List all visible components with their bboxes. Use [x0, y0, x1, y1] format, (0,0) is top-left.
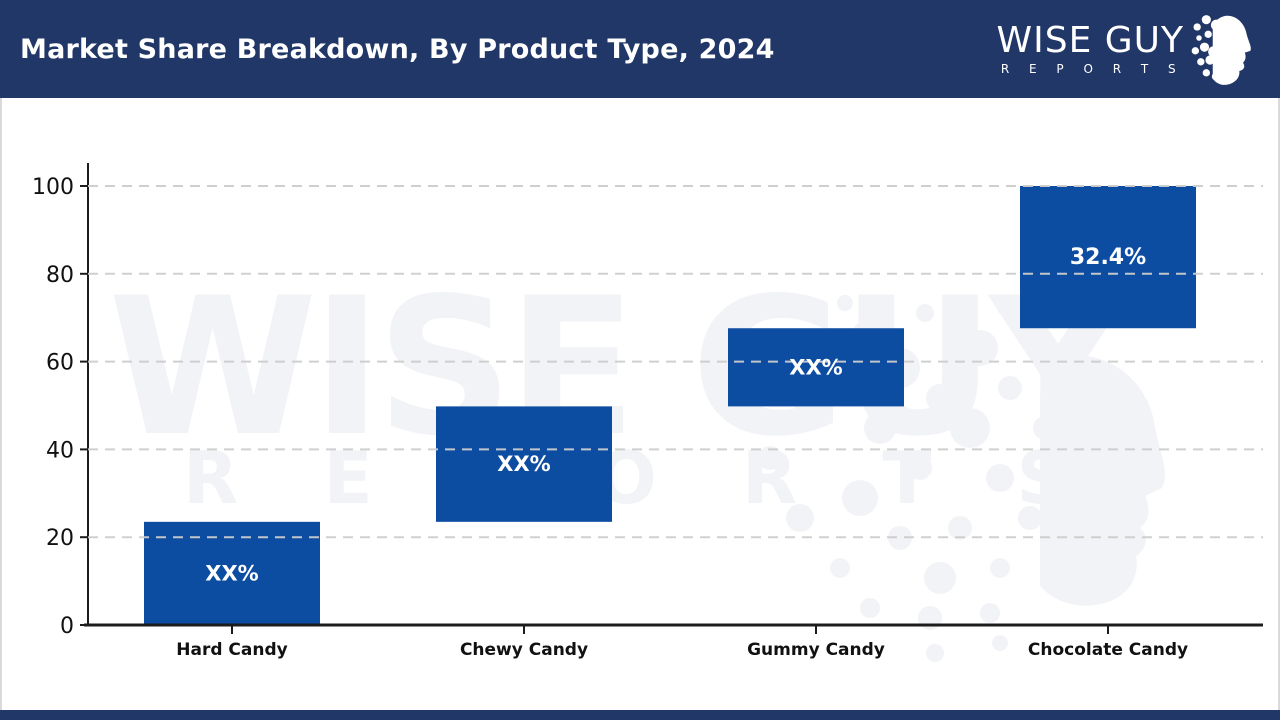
watermark-dot [830, 558, 850, 578]
y-tick-label: 0 [60, 614, 74, 639]
logo-wordmark: WISE GUY [996, 19, 1184, 61]
gridlines [88, 185, 1263, 539]
watermark-head-icon [1040, 354, 1165, 606]
y-tick-label: 100 [32, 175, 74, 200]
y-tick-label: 20 [46, 526, 74, 551]
x-tick-label-chocolate-candy: Chocolate Candy [1028, 640, 1188, 660]
watermark-dot [986, 464, 1014, 492]
watermark-dot [908, 456, 932, 480]
bar-label-chocolate-candy: 32.4% [1070, 245, 1146, 270]
header-bar: Market Share Breakdown, By Product Type,… [0, 0, 1280, 98]
watermark-dot [926, 644, 944, 662]
watermark-dot [1033, 416, 1057, 440]
logo-text: WISE GUY R E P O R T S [996, 19, 1185, 76]
wiseguy-logo: WISE GUY R E P O R T S [997, 10, 1255, 88]
axes: 0 20 40 60 80 100 Hard Candy Chewy Candy Gummy C… [0, 98, 1280, 710]
watermark-dot [758, 446, 782, 470]
chart-title: Market Share Breakdown, By Product Type,… [20, 33, 775, 65]
x-tick-label-chewy-candy: Chewy Candy [460, 640, 588, 660]
bar-gummy-candy [728, 328, 904, 407]
watermark-dot [950, 408, 990, 448]
watermark-dot [1020, 328, 1040, 348]
bar-chewy-candy [436, 406, 612, 522]
logo-head-icon [1191, 15, 1251, 85]
bar-label-chewy-candy: XX% [497, 452, 550, 476]
bar-hard-candy [144, 521, 320, 625]
watermark-dot [926, 384, 954, 412]
x-tick-label-hard-candy: Hard Candy [176, 640, 287, 660]
watermark-dot [1018, 506, 1042, 530]
watermark-dot [998, 376, 1022, 400]
footer-bar [0, 710, 1280, 720]
watermark-dot [786, 504, 814, 532]
logo-subtitle: R E P O R T S [1000, 61, 1184, 76]
watermark-dot [948, 516, 972, 540]
watermark-dot [992, 635, 1008, 651]
bars [144, 186, 1196, 625]
bar-label-hard-candy: XX% [205, 561, 258, 585]
watermark-dot [842, 480, 878, 516]
watermark-dot [924, 562, 956, 594]
watermark-dot [962, 330, 998, 366]
bar-labels: XX% XX% XX% 32.4% [205, 245, 1146, 585]
chart-area: WISE GUY R E P O R T S 0 20 40 60 80 100 Hard Ca… [0, 98, 1280, 710]
y-tick-label: 80 [46, 263, 74, 288]
watermark-dot [990, 558, 1010, 578]
bar-chocolate-candy [1020, 186, 1196, 329]
watermark-dot [888, 526, 912, 550]
watermark-dot [860, 598, 880, 618]
watermark-dot [980, 603, 1000, 623]
watermark-dot [864, 412, 896, 444]
watermark-dot [997, 300, 1013, 316]
y-tick-label: 60 [46, 351, 74, 376]
watermark-dot [837, 295, 853, 311]
watermark-dot [916, 304, 934, 322]
y-tick-label: 40 [46, 438, 74, 463]
x-tick-label-gummy-candy: Gummy Candy [747, 640, 885, 660]
bar-label-gummy-candy: XX% [789, 355, 842, 379]
